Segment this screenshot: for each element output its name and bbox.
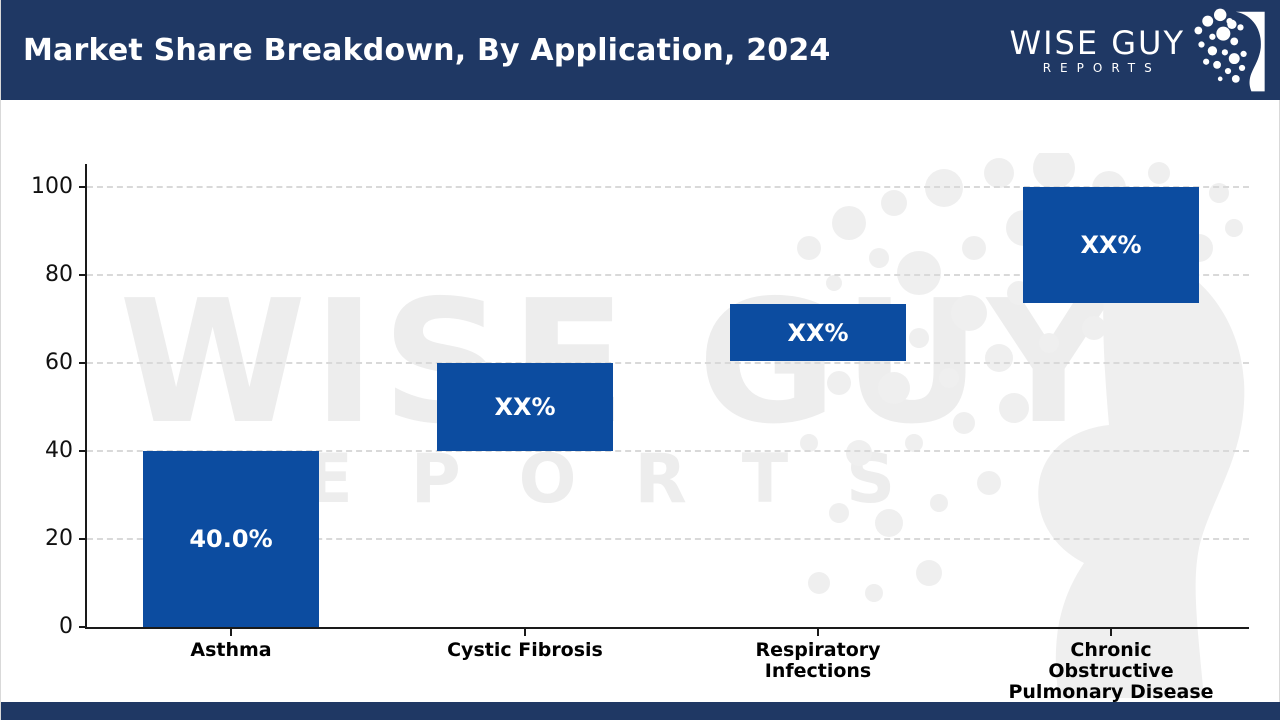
x-tick-mark <box>524 629 526 636</box>
x-axis-label-respiratory-infections: Respiratory Infections <box>755 639 881 682</box>
x-axis-label-chronic-obstructive-pulmonary-disease: Chronic Obstructive Pulmonary Disease <box>1008 639 1214 703</box>
logo-text: WISE GUY REPORTS <box>1009 26 1185 75</box>
x-axis-label-asthma: Asthma <box>190 639 272 661</box>
y-tick-mark <box>79 538 87 540</box>
bar-chronic-obstructive-pulmonary-disease: XX% <box>1023 187 1199 304</box>
bar-value-label: XX% <box>1080 231 1142 260</box>
y-tick-mark <box>79 626 87 628</box>
gridline <box>87 274 1249 276</box>
x-tick-mark <box>817 629 819 636</box>
y-tick-label: 20 <box>45 526 73 551</box>
y-tick-mark <box>79 450 87 452</box>
y-tick-mark <box>79 362 87 364</box>
x-axis-label-cystic-fibrosis: Cystic Fibrosis <box>447 639 603 661</box>
bar-value-label: 40.0% <box>189 525 273 553</box>
bar-cystic-fibrosis: XX% <box>437 363 613 451</box>
wiseguy-head-icon <box>1194 8 1265 92</box>
y-tick-mark <box>79 186 87 188</box>
bar-respiratory-infections: XX% <box>730 304 906 362</box>
chart-title: Market Share Breakdown, By Application, … <box>23 32 831 68</box>
y-axis-line <box>85 164 87 629</box>
watermark-head-graphic <box>797 153 1245 698</box>
y-tick-label: 60 <box>45 350 73 375</box>
y-tick-label: 100 <box>31 174 73 199</box>
y-tick-mark <box>79 274 87 276</box>
x-axis-line <box>85 627 1249 629</box>
bar-asthma: 40.0% <box>143 451 319 627</box>
bar-value-label: XX% <box>494 393 556 421</box>
gridline <box>87 538 1249 540</box>
footer-bar <box>1 702 1280 720</box>
y-tick-label: 40 <box>45 438 73 463</box>
header-bar: Market Share Breakdown, By Application, … <box>1 0 1280 100</box>
gridline <box>87 186 1249 188</box>
gridline <box>87 362 1249 364</box>
bar-value-label: XX% <box>787 318 849 347</box>
x-tick-mark <box>1110 629 1112 636</box>
gridline <box>87 450 1249 452</box>
logo-wordmark: WISE GUY <box>1009 23 1185 62</box>
wiseguy-logo: WISE GUY REPORTS <box>1009 7 1267 93</box>
x-tick-mark <box>230 629 232 636</box>
y-tick-label: 80 <box>45 262 73 287</box>
logo-subtitle: REPORTS <box>1042 60 1161 75</box>
y-tick-label: 0 <box>59 614 73 639</box>
